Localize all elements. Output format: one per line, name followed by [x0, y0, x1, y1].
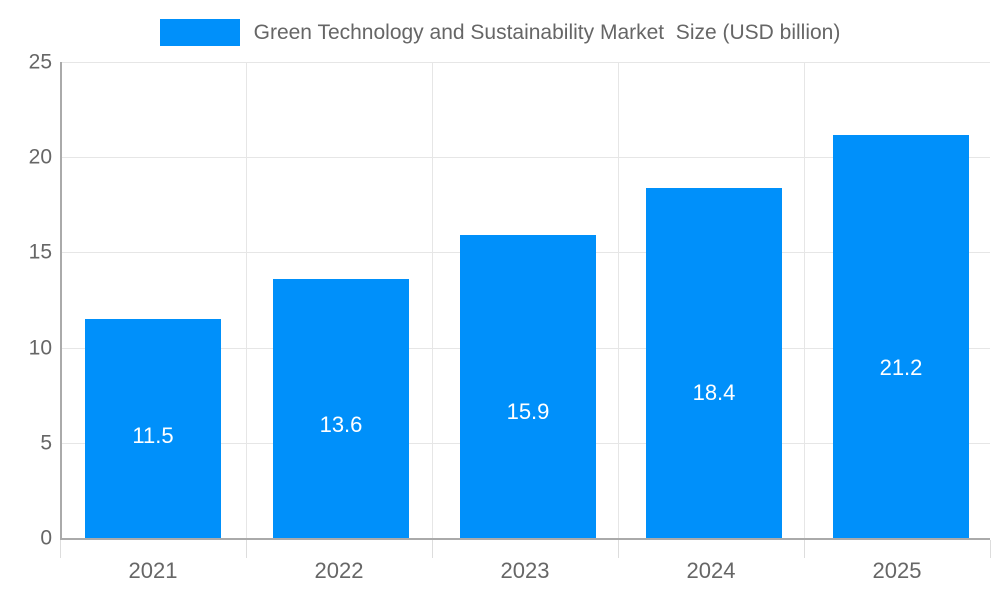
y-axis-line: [60, 62, 62, 540]
bar-2022[interactable]: 13.6: [273, 279, 409, 538]
x-tick-mark-1: [246, 540, 247, 558]
y-axis-ticks: 0 5 10 15 20 25: [0, 52, 52, 549]
x-axis-line: [60, 538, 990, 540]
bar-value-2021: 11.5: [132, 423, 174, 448]
x-tick-mark-0: [60, 540, 61, 558]
bar-series: 11.5 13.6 15.9 18.4 21.2: [60, 62, 990, 538]
bar-2024[interactable]: 18.4: [646, 188, 782, 538]
x-tick-label-2024: 2024: [686, 558, 736, 583]
x-tick-mark-2: [432, 540, 433, 558]
x-tick-label-2023: 2023: [500, 558, 550, 583]
x-tick-label-2022: 2022: [314, 558, 364, 583]
bar-value-2025: 21.2: [879, 355, 923, 380]
chart-legend: Green Technology and Sustainability Mark…: [0, 10, 1000, 54]
gridline-y-25: [60, 62, 990, 63]
x-axis-ticks: 2021 2022 2023 2024 2025: [60, 540, 991, 600]
y-tick-label-0: 0: [40, 526, 52, 550]
bar-2025[interactable]: 21.2: [833, 135, 969, 538]
y-tick-label-20: 20: [28, 145, 52, 169]
gridline-x-3: [618, 62, 619, 538]
bar-2021[interactable]: 11.5: [85, 319, 221, 538]
gridline-x-4: [804, 62, 805, 538]
x-tick-mark-4: [804, 540, 805, 558]
y-tick-label-5: 5: [40, 431, 52, 455]
legend-label: Green Technology and Sustainability Mark…: [253, 20, 841, 44]
x-tick-label-2025: 2025: [872, 558, 922, 583]
x-tick-label-2021: 2021: [128, 558, 178, 583]
y-tick-label-15: 15: [28, 240, 52, 264]
bar-value-2022: 13.6: [319, 412, 363, 437]
bar-value-2023: 15.9: [506, 399, 550, 424]
gridline-x-2: [432, 62, 433, 538]
legend-item-market-size[interactable]: Green Technology and Sustainability Mark…: [159, 18, 841, 46]
y-tick-label-25: 25: [28, 50, 52, 74]
y-tick-label-10: 10: [28, 336, 52, 360]
gridline-x-1: [246, 62, 247, 538]
x-tick-mark-5: [990, 540, 991, 558]
legend-swatch-icon[interactable]: [159, 18, 240, 46]
x-tick-mark-3: [618, 540, 619, 558]
gridline-y-20: [60, 157, 990, 158]
bar-2023[interactable]: 15.9: [460, 235, 596, 538]
bar-value-2024: 18.4: [692, 380, 736, 405]
